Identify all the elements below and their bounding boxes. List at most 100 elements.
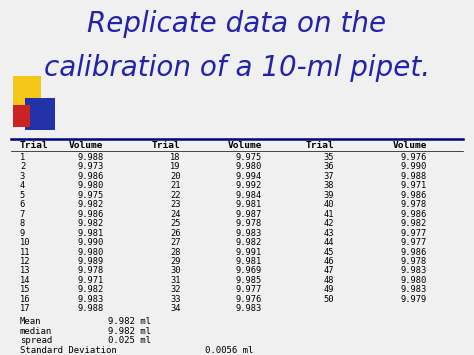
Text: 9.991: 9.991 bbox=[236, 247, 262, 257]
Text: 9.975: 9.975 bbox=[77, 191, 103, 200]
Text: spread: spread bbox=[20, 336, 52, 345]
Text: 20: 20 bbox=[170, 172, 181, 181]
Text: 14: 14 bbox=[20, 276, 30, 285]
Text: 12: 12 bbox=[20, 257, 30, 266]
Text: 19: 19 bbox=[170, 162, 181, 171]
Text: 43: 43 bbox=[324, 229, 334, 237]
Text: 4: 4 bbox=[20, 181, 25, 190]
Text: Trial: Trial bbox=[306, 141, 334, 150]
Text: 9.982: 9.982 bbox=[401, 219, 427, 228]
Text: 9.992: 9.992 bbox=[236, 181, 262, 190]
Bar bbox=[13, 105, 30, 127]
Text: 41: 41 bbox=[324, 209, 334, 219]
Text: 9.986: 9.986 bbox=[401, 191, 427, 200]
Text: 9.982: 9.982 bbox=[77, 285, 103, 294]
Text: 29: 29 bbox=[170, 257, 181, 266]
Text: 9.994: 9.994 bbox=[236, 172, 262, 181]
Text: 9.988: 9.988 bbox=[401, 172, 427, 181]
Text: 2: 2 bbox=[20, 162, 25, 171]
Text: 9.989: 9.989 bbox=[77, 257, 103, 266]
Text: 28: 28 bbox=[170, 247, 181, 257]
Text: 49: 49 bbox=[324, 285, 334, 294]
Text: 9.977: 9.977 bbox=[401, 238, 427, 247]
Text: 9.976: 9.976 bbox=[401, 153, 427, 162]
Text: median: median bbox=[20, 327, 52, 336]
Text: 9.981: 9.981 bbox=[236, 257, 262, 266]
Text: Trial: Trial bbox=[20, 141, 48, 150]
Text: 9.977: 9.977 bbox=[401, 229, 427, 237]
Text: 9.978: 9.978 bbox=[401, 200, 427, 209]
Text: Replicate data on the: Replicate data on the bbox=[87, 10, 387, 38]
Text: 34: 34 bbox=[170, 305, 181, 313]
Text: 9.986: 9.986 bbox=[401, 209, 427, 219]
Text: 9.982 ml: 9.982 ml bbox=[108, 317, 151, 326]
Text: 9.990: 9.990 bbox=[77, 238, 103, 247]
Text: 9.980: 9.980 bbox=[236, 162, 262, 171]
Text: 33: 33 bbox=[170, 295, 181, 304]
Text: 9.980: 9.980 bbox=[77, 247, 103, 257]
Text: 9.981: 9.981 bbox=[236, 200, 262, 209]
Text: 9.982: 9.982 bbox=[236, 238, 262, 247]
Text: 9.983: 9.983 bbox=[77, 295, 103, 304]
Text: 9.973: 9.973 bbox=[77, 162, 103, 171]
Text: 46: 46 bbox=[324, 257, 334, 266]
Text: 18: 18 bbox=[170, 153, 181, 162]
Text: 15: 15 bbox=[20, 285, 30, 294]
Text: 9.969: 9.969 bbox=[236, 267, 262, 275]
Text: 13: 13 bbox=[20, 267, 30, 275]
Text: 3: 3 bbox=[20, 172, 25, 181]
Text: 9.980: 9.980 bbox=[401, 276, 427, 285]
Text: 23: 23 bbox=[170, 200, 181, 209]
Text: 37: 37 bbox=[324, 172, 334, 181]
Text: Volume: Volume bbox=[228, 141, 262, 150]
Text: 50: 50 bbox=[324, 295, 334, 304]
Text: 9.985: 9.985 bbox=[236, 276, 262, 285]
Text: 7: 7 bbox=[20, 209, 25, 219]
Text: 9.982 ml: 9.982 ml bbox=[108, 327, 151, 336]
Text: 32: 32 bbox=[170, 285, 181, 294]
Text: Mean: Mean bbox=[20, 317, 41, 326]
Text: 38: 38 bbox=[324, 181, 334, 190]
Text: 6: 6 bbox=[20, 200, 25, 209]
Text: 11: 11 bbox=[20, 247, 30, 257]
Text: 9.978: 9.978 bbox=[401, 257, 427, 266]
Text: 17: 17 bbox=[20, 305, 30, 313]
Text: 9.990: 9.990 bbox=[401, 162, 427, 171]
Text: 40: 40 bbox=[324, 200, 334, 209]
Text: 9: 9 bbox=[20, 229, 25, 237]
Text: 9.980: 9.980 bbox=[77, 181, 103, 190]
Text: Trial: Trial bbox=[152, 141, 181, 150]
Text: 9.977: 9.977 bbox=[236, 285, 262, 294]
Text: Standard Deviation: Standard Deviation bbox=[20, 346, 117, 355]
Text: 25: 25 bbox=[170, 219, 181, 228]
Text: 42: 42 bbox=[324, 219, 334, 228]
Text: 45: 45 bbox=[324, 247, 334, 257]
Text: 5: 5 bbox=[20, 191, 25, 200]
Text: 9.986: 9.986 bbox=[77, 172, 103, 181]
Text: 0.025 ml: 0.025 ml bbox=[108, 336, 151, 345]
Text: 9.982: 9.982 bbox=[77, 219, 103, 228]
Text: 47: 47 bbox=[324, 267, 334, 275]
Text: 9.987: 9.987 bbox=[236, 209, 262, 219]
Text: 35: 35 bbox=[324, 153, 334, 162]
Text: 22: 22 bbox=[170, 191, 181, 200]
Text: 44: 44 bbox=[324, 238, 334, 247]
Text: 8: 8 bbox=[20, 219, 25, 228]
Text: 9.975: 9.975 bbox=[236, 153, 262, 162]
Text: 9.971: 9.971 bbox=[401, 181, 427, 190]
Text: 9.986: 9.986 bbox=[77, 209, 103, 219]
Text: 9.983: 9.983 bbox=[236, 229, 262, 237]
Text: Volume: Volume bbox=[392, 141, 427, 150]
Text: 36: 36 bbox=[324, 162, 334, 171]
Text: 21: 21 bbox=[170, 181, 181, 190]
Text: 9.978: 9.978 bbox=[77, 267, 103, 275]
Text: 24: 24 bbox=[170, 209, 181, 219]
Text: 27: 27 bbox=[170, 238, 181, 247]
Text: 16: 16 bbox=[20, 295, 30, 304]
Text: 9.988: 9.988 bbox=[77, 305, 103, 313]
Text: 10: 10 bbox=[20, 238, 30, 247]
Text: Volume: Volume bbox=[69, 141, 103, 150]
Text: 0.0056 ml: 0.0056 ml bbox=[205, 346, 254, 355]
Text: 9.988: 9.988 bbox=[77, 153, 103, 162]
Text: 31: 31 bbox=[170, 276, 181, 285]
